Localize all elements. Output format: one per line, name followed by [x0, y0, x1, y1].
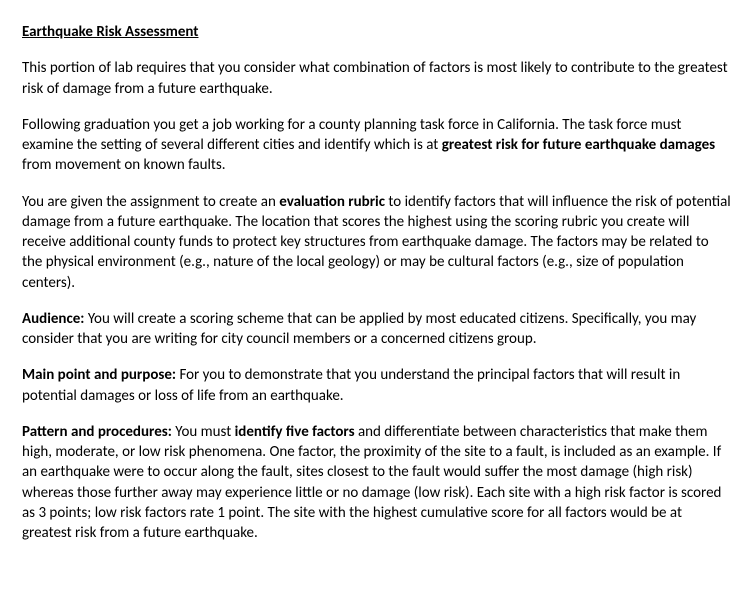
paragraph-pattern: Pattern and procedures: You must identif… — [22, 422, 731, 544]
bold-text: evaluation rubric — [279, 193, 385, 211]
paragraph-assignment: You are given the assignment to create a… — [22, 192, 731, 293]
text-segment: from movement on known faults. — [22, 156, 226, 174]
paragraph-audience: Audience: You will create a scoring sche… — [22, 309, 731, 350]
text-segment: You are given the assignment to create a… — [22, 193, 279, 211]
paragraph-intro: This portion of lab requires that you co… — [22, 58, 731, 99]
paragraph-main-point: Main point and purpose: For you to demon… — [22, 365, 731, 406]
section-label: Pattern and procedures: — [22, 423, 172, 441]
text-segment: You will create a scoring scheme that ca… — [22, 310, 696, 348]
document-title: Earthquake Risk Assessment — [22, 22, 731, 42]
section-label: Main point and purpose: — [22, 366, 176, 384]
bold-text: identify five factors — [235, 423, 355, 441]
bold-text: greatest risk for future earthquake dama… — [442, 136, 715, 154]
text-segment: You must — [172, 423, 235, 441]
paragraph-scenario: Following graduation you get a job worki… — [22, 115, 731, 176]
section-label: Audience: — [22, 310, 84, 328]
